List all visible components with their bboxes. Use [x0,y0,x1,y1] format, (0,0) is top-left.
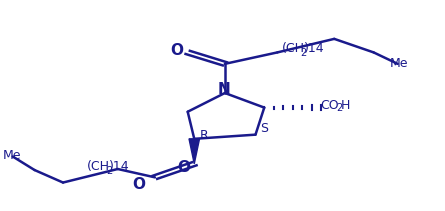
Text: S: S [260,122,268,135]
Text: (CH: (CH [87,160,110,173]
Text: O: O [170,43,183,58]
Text: N: N [217,82,230,97]
Text: Me: Me [3,149,21,162]
Text: 2: 2 [106,166,112,176]
Text: O: O [132,177,145,192]
Text: Me: Me [389,57,408,70]
Text: CO: CO [320,99,339,112]
Text: )14: )14 [109,160,130,173]
Text: )14: )14 [304,42,325,55]
Text: 2: 2 [336,103,343,113]
Text: R: R [199,128,208,142]
Text: H: H [340,99,350,112]
Text: 2: 2 [300,48,307,58]
Text: O: O [177,161,190,176]
Polygon shape [189,139,199,164]
Text: (CH: (CH [282,42,305,55]
